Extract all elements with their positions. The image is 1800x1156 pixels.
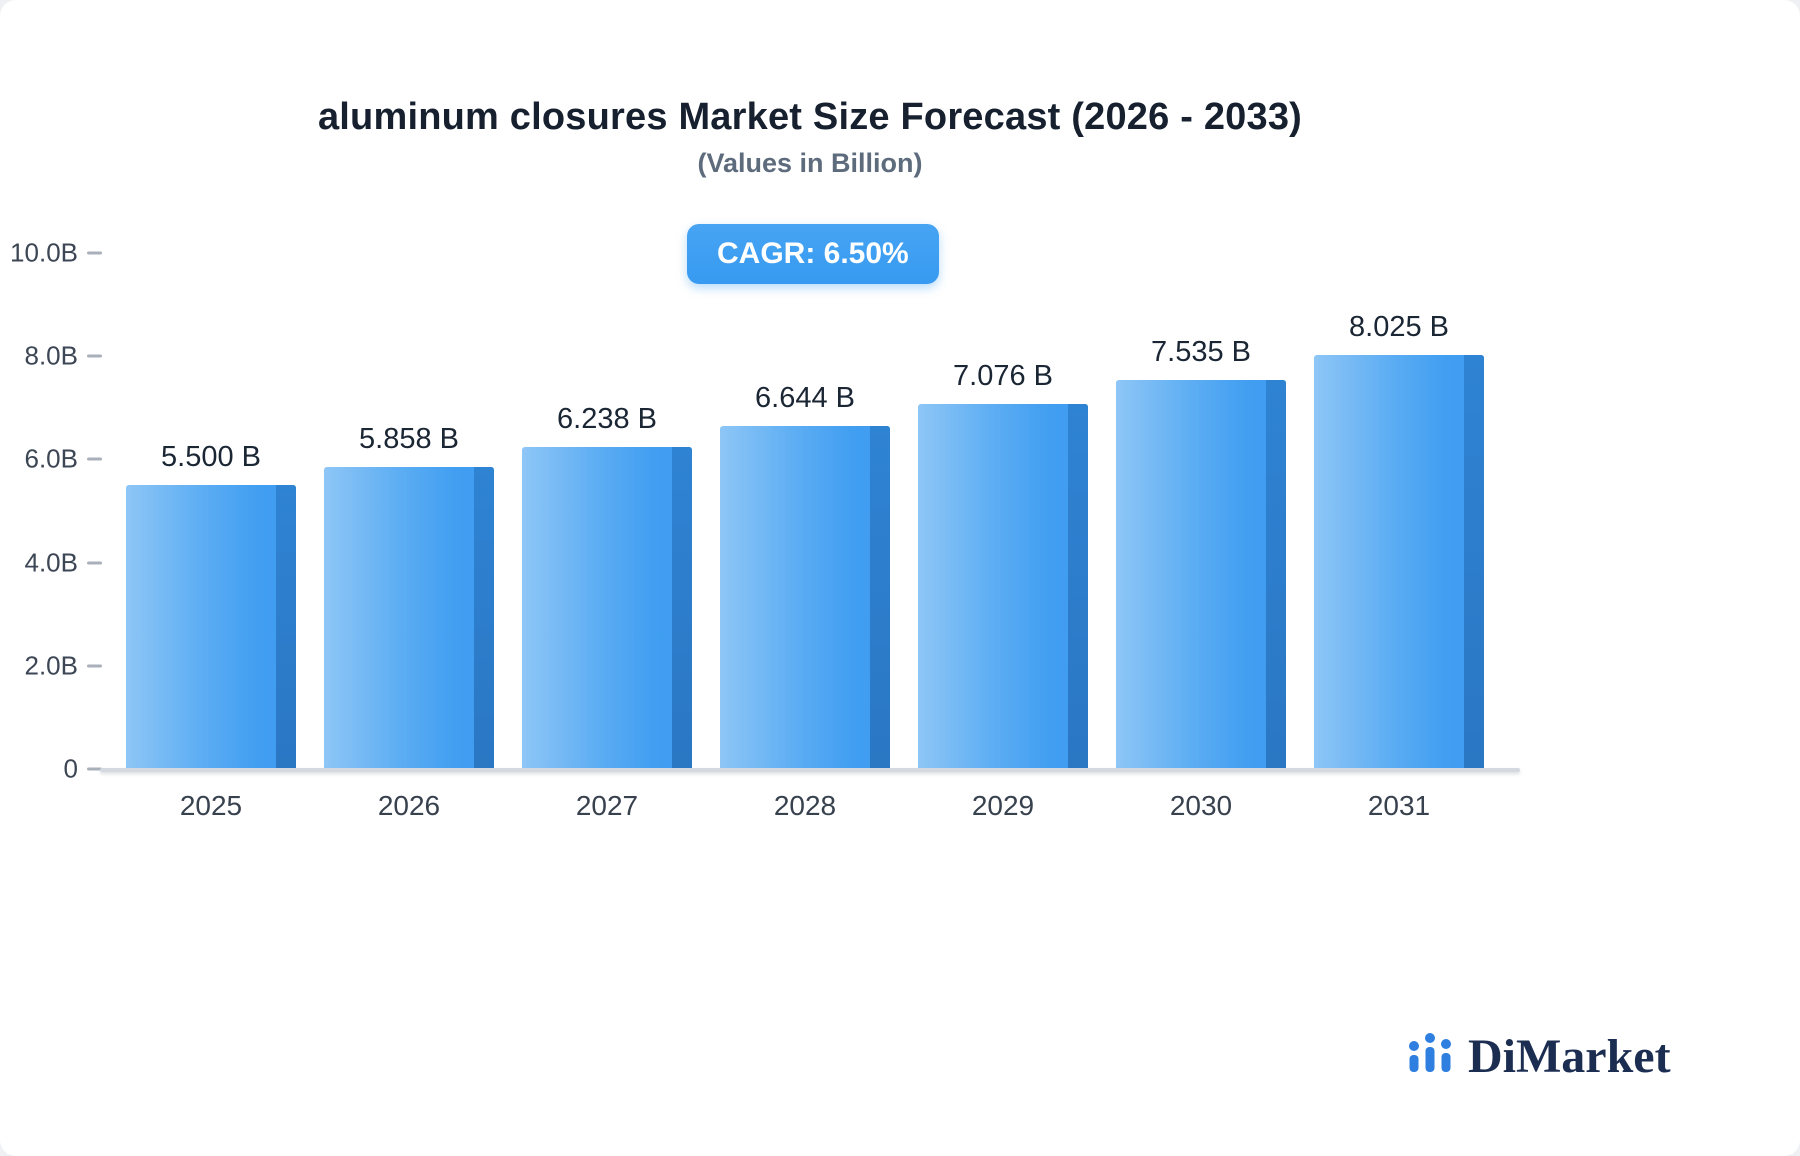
x-axis-labels: 2025 2026 2027 2028 2029 2030 2031 — [112, 790, 1498, 822]
bar-slot: 6.644 B — [706, 253, 904, 769]
y-tick-dash — [87, 664, 102, 668]
y-axis: 10.0B 8.0B 6.0B 4.0B 2.0B 0 — [0, 238, 102, 784]
bar-slot: 7.076 B — [904, 253, 1102, 770]
y-tick-label: 6.0B — [24, 443, 79, 474]
bar-slot: 6.238 B — [508, 253, 706, 769]
y-tick-dash — [87, 251, 102, 255]
x-axis-label-2028: 2028 — [773, 790, 837, 821]
chart-title: aluminum closures Market Size Forecast (… — [317, 96, 1303, 138]
bar-value-label: 6.644 B — [755, 382, 855, 415]
bar-value-label: 8.025 B — [1349, 310, 1449, 343]
x-axis-label-2026: 2026 — [377, 790, 441, 821]
chart-subtitle: (Values in Billion) — [697, 148, 923, 178]
bar-value-label: 7.076 B — [953, 359, 1053, 392]
bar-2026[interactable]: 5.858 B — [324, 423, 494, 770]
bar-value-label: 5.858 B — [359, 422, 459, 455]
x-axis-label-2029: 2029 — [971, 790, 1035, 821]
bar-slot: 8.025 B — [1300, 253, 1498, 770]
x-axis-label-2031: 2031 — [1367, 790, 1431, 821]
bar-slot: 5.858 B — [310, 253, 508, 770]
logo-text: DiMarket — [1468, 1030, 1671, 1083]
y-tick-dash — [87, 354, 102, 358]
bar-value-label: 7.535 B — [1151, 336, 1251, 369]
bar-2025[interactable]: 5.500 B — [126, 441, 296, 769]
x-axis-label-2025: 2025 — [179, 790, 243, 821]
y-tick-dash — [87, 561, 102, 565]
y-tick-label: 8.0B — [24, 340, 79, 371]
bar-2031[interactable]: 8.025 B — [1314, 311, 1484, 770]
y-tick-label: 4.0B — [24, 547, 79, 578]
y-tick-dash — [87, 457, 102, 461]
y-tick-dash — [87, 767, 102, 771]
cagr-badge: CAGR: 6.50% — [687, 224, 939, 284]
y-tick-label: 10.0B — [10, 237, 78, 268]
bar-2027[interactable]: 6.238 B — [522, 403, 692, 769]
x-axis-label-2030: 2030 — [1169, 790, 1233, 821]
y-tick-label: 0 — [63, 753, 78, 784]
plot-area: 5.500 B 5.858 B 6.238 B 6.644 B 7.076 B 7.535… — [112, 253, 1498, 770]
y-tick: 10.0B — [10, 238, 102, 269]
y-tick: 8.0B — [24, 340, 102, 372]
bar-2029[interactable]: 7.076 B — [918, 360, 1088, 770]
y-tick-label: 2.0B — [24, 650, 79, 681]
x-axis-label-2027: 2027 — [575, 790, 639, 821]
y-tick: 2.0B — [24, 650, 102, 681]
dimarket-logo: DiMarket — [1404, 1024, 1671, 1081]
bar-2028[interactable]: 6.644 B — [720, 382, 890, 769]
y-tick: 6.0B — [24, 443, 102, 475]
bar-slot: 5.500 B — [112, 253, 310, 769]
bar-slot: 7.535 B — [1102, 253, 1300, 769]
bar-value-label: 6.238 B — [557, 403, 657, 436]
y-tick: 0 — [64, 754, 102, 785]
bar-value-label: 5.500 B — [161, 441, 261, 474]
mini-bar-chart-icon — [1404, 1024, 1456, 1081]
bar-2030[interactable]: 7.535 B — [1116, 336, 1286, 769]
y-tick: 4.0B — [24, 547, 102, 578]
x-axis-baseline — [100, 768, 1520, 772]
